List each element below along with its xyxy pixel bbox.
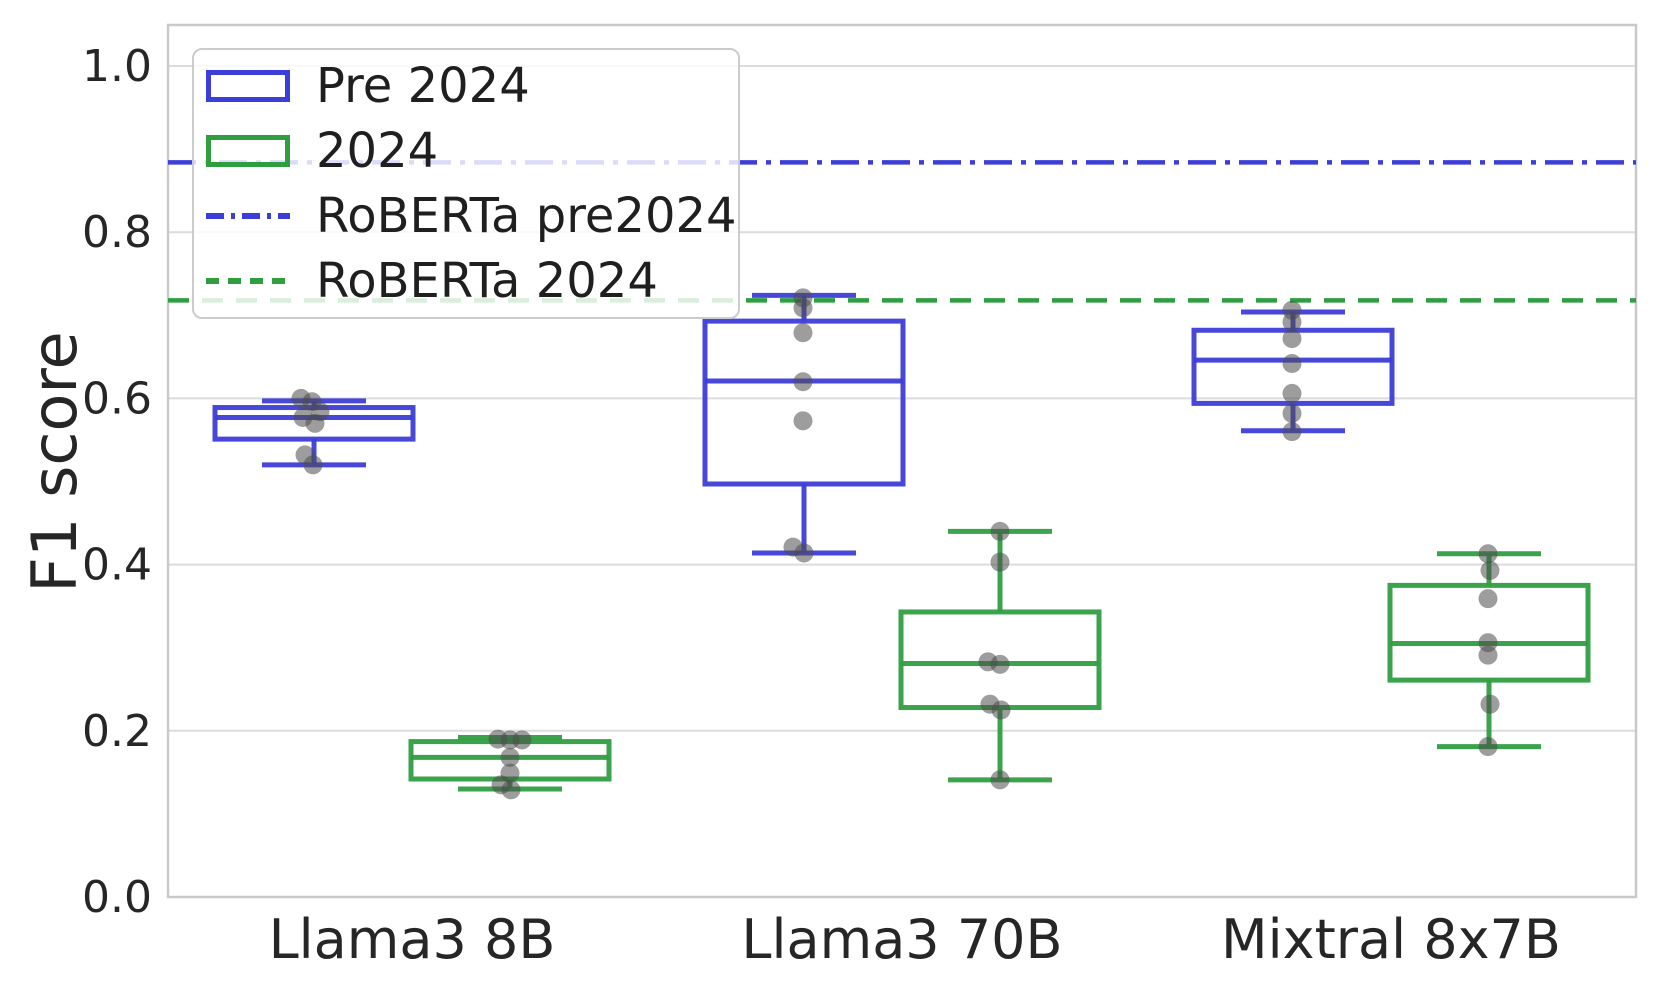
legend-entry-roberta-pre2024: RoBERTa pre2024 bbox=[206, 184, 737, 249]
data-point bbox=[1478, 645, 1498, 665]
legend-line-dashed-icon bbox=[206, 278, 290, 285]
data-point bbox=[500, 747, 520, 767]
data-point bbox=[1478, 544, 1498, 564]
y-tick-label: 0.4 bbox=[82, 540, 152, 591]
data-point bbox=[1282, 403, 1302, 423]
data-point bbox=[990, 552, 1010, 572]
y-tick-label: 1.0 bbox=[82, 41, 152, 92]
data-point bbox=[1478, 737, 1498, 757]
legend-label: 2024 bbox=[316, 122, 439, 179]
data-point bbox=[990, 770, 1010, 790]
data-point bbox=[1282, 329, 1302, 349]
y-axis-label: F1 score bbox=[17, 331, 91, 593]
data-point bbox=[794, 543, 814, 563]
data-point bbox=[512, 730, 532, 750]
data-point bbox=[1480, 694, 1500, 714]
y-tick-label: 0.0 bbox=[82, 872, 152, 923]
data-point bbox=[501, 780, 521, 800]
data-point bbox=[1282, 383, 1302, 403]
data-point bbox=[793, 411, 813, 431]
data-point bbox=[303, 455, 323, 475]
data-point bbox=[1282, 353, 1302, 373]
data-point bbox=[1282, 312, 1302, 332]
data-point bbox=[1480, 560, 1500, 580]
y-tick-label: 0.8 bbox=[82, 207, 152, 258]
data-point bbox=[991, 700, 1011, 720]
legend: Pre 2024 2024 RoBERTa pre2024 RoBERTa 20… bbox=[192, 48, 740, 319]
data-point bbox=[1282, 422, 1302, 442]
legend-label: Pre 2024 bbox=[316, 57, 530, 114]
x-tick-label: Mixtral 8x7B bbox=[1221, 908, 1561, 971]
x-tick-label: Llama3 8B bbox=[269, 908, 556, 971]
y-tick-label: 0.6 bbox=[82, 373, 152, 424]
data-point bbox=[305, 413, 325, 433]
legend-line-dashdot-icon bbox=[206, 213, 290, 220]
data-point bbox=[1478, 589, 1498, 609]
data-point bbox=[793, 372, 813, 392]
y-tick-label: 0.2 bbox=[82, 706, 152, 757]
legend-entry-pre2024: Pre 2024 bbox=[206, 53, 728, 118]
legend-label: RoBERTa pre2024 bbox=[316, 188, 737, 245]
data-point bbox=[793, 323, 813, 343]
legend-entry-roberta-2024: RoBERTa 2024 bbox=[206, 249, 728, 314]
legend-entry-2024: 2024 bbox=[206, 118, 728, 183]
legend-label: RoBERTa 2024 bbox=[316, 253, 658, 310]
legend-swatch-2024-box bbox=[206, 134, 290, 167]
legend-swatch-pre2024-box bbox=[206, 69, 290, 102]
data-point bbox=[990, 521, 1010, 541]
plot-border bbox=[166, 23, 1638, 899]
data-point bbox=[793, 298, 813, 318]
data-point bbox=[990, 654, 1010, 674]
x-tick-label: Llama3 70B bbox=[741, 908, 1062, 971]
